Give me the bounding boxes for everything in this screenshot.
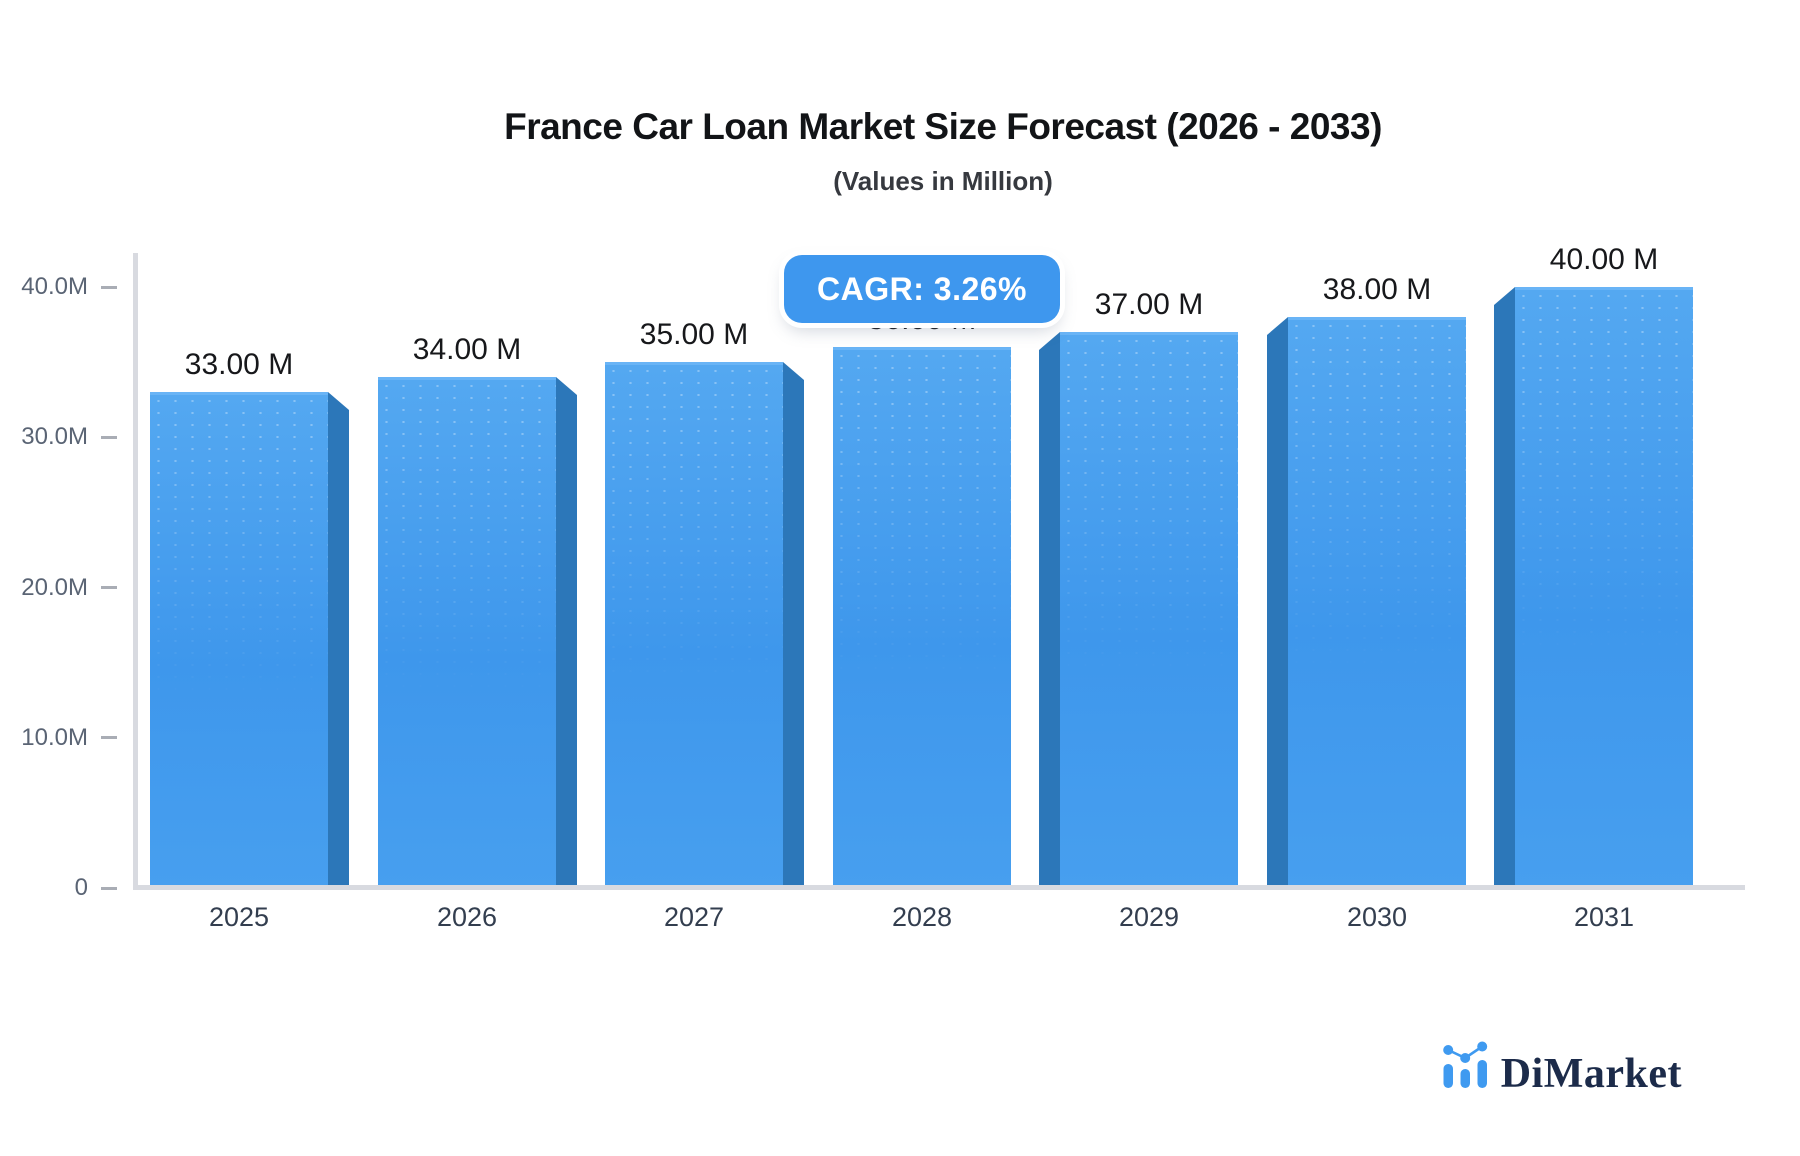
bar-2028[interactable]: [833, 347, 1011, 888]
chart-subtitle: (Values in Million): [833, 166, 1053, 196]
x-tick-label-2027: 2027: [663, 902, 725, 932]
bar-side-face-2031: [1494, 287, 1515, 888]
x-axis-line: [133, 885, 1745, 890]
y-tick-dash: [101, 586, 117, 589]
dimarket-logo: DiMarket: [1441, 1037, 1682, 1098]
x-tick-label-2025: 2025: [208, 902, 270, 932]
y-tick-dash: [101, 285, 117, 289]
y-tick-dash: [101, 736, 117, 740]
x-tick-label-2028: 2028: [891, 902, 953, 932]
y-axis-line: [133, 253, 138, 890]
bar-2029[interactable]: [1060, 332, 1238, 888]
dimarket-logo-text: DiMarket: [1500, 1051, 1682, 1098]
chart-title: France Car Loan Market Size Forecast (20…: [504, 106, 1382, 147]
bar-2031[interactable]: [1515, 287, 1693, 888]
bar-value-label-2027: 35.00 M: [639, 318, 749, 351]
bar-2027[interactable]: [605, 362, 783, 888]
cagr-badge: CAGR: 3.26%: [784, 255, 1060, 323]
bar-value-label-2025: 33.00 M: [184, 348, 294, 381]
bar-2030[interactable]: [1288, 317, 1466, 888]
y-tick-label: 40.0M: [21, 273, 88, 300]
bar-value-label-2029: 37.00 M: [1094, 288, 1204, 321]
y-tick-label: 0: [74, 874, 88, 901]
y-tick-label: 20.0M: [21, 573, 88, 601]
y-tick-dash: [101, 435, 117, 439]
bar-side-face-2027: [783, 362, 804, 888]
bar-value-label-2031: 40.00 M: [1549, 243, 1659, 276]
x-tick-label-2030: 2030: [1346, 902, 1408, 932]
bar-side-face-2029: [1039, 332, 1060, 888]
y-tick-dash: [101, 886, 117, 890]
bar-side-face-2026: [556, 377, 577, 888]
x-tick-label-2031: 2031: [1573, 902, 1635, 932]
cagr-badge-label: CAGR: 3.26%: [817, 270, 1027, 307]
bar-2026[interactable]: [378, 377, 556, 888]
bar-side-face-2030: [1267, 317, 1288, 888]
y-tick-label: 10.0M: [21, 723, 88, 751]
x-tick-label-2029: 2029: [1118, 902, 1180, 932]
bar-side-face-2025: [328, 392, 349, 888]
mini-bar-line-chart-icon: [1442, 1041, 1487, 1088]
bar-value-label-2026: 34.00 M: [412, 333, 522, 366]
y-tick-label: 30.0M: [21, 423, 88, 451]
x-tick-label-2026: 2026: [436, 902, 498, 932]
bar-2025[interactable]: [150, 392, 328, 888]
bar-value-label-2030: 38.00 M: [1322, 273, 1432, 306]
